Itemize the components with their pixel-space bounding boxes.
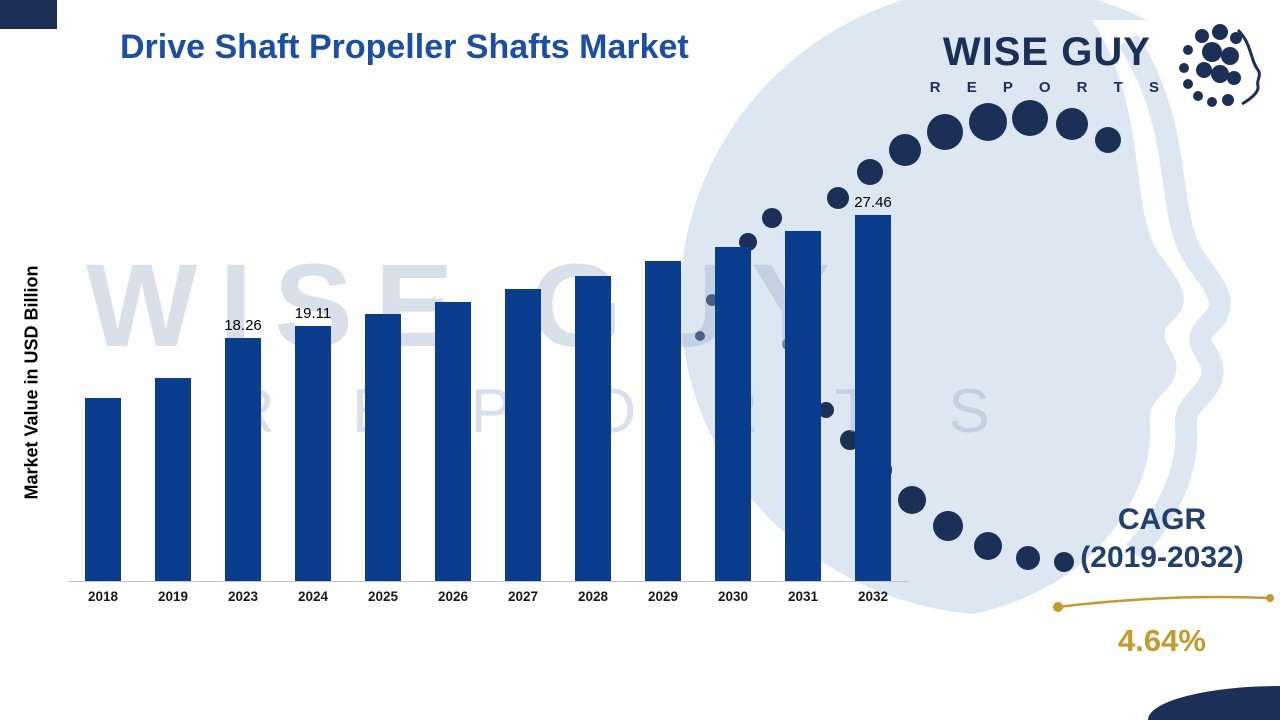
bar-value-label: 19.11 <box>294 305 332 322</box>
bar <box>505 289 541 581</box>
bar-column <box>348 293 418 581</box>
wise-guy-reports-logo: WISE GUY R E P O R T S <box>924 22 1264 114</box>
logo-face-icon <box>1179 24 1261 107</box>
logo-subtitle: R E P O R T S <box>929 79 1170 96</box>
x-axis-tick-label: 2028 <box>577 589 609 604</box>
bar <box>785 231 821 581</box>
bar-value-label: 27.46 <box>854 194 892 211</box>
x-axis-tick-label: 2031 <box>787 589 819 604</box>
x-axis-labels: 2018 2019 2023 2024 2025 2026 2027 2028 2029 2030… <box>68 589 908 604</box>
gold-divider-line <box>1053 594 1274 612</box>
cagr-label: CAGR <box>1117 503 1207 536</box>
bar-column <box>558 255 628 581</box>
x-axis-tick-label: 2026 <box>437 589 469 604</box>
bar-column <box>698 226 768 581</box>
x-axis-tick-label: 2029 <box>647 589 679 604</box>
plot-area: 18.26 19.11 27.46 <box>68 182 908 582</box>
cagr-panel: CAGR (2019-2032) 4.64% <box>1048 503 1276 659</box>
bar-value-label: 18.26 <box>224 317 262 334</box>
bar-column <box>68 377 138 581</box>
bar-column <box>418 281 488 581</box>
y-axis-label: Market Value in USD Billion <box>21 264 42 500</box>
bar <box>85 398 121 581</box>
bar-column: 19.11 <box>278 305 348 581</box>
x-axis-tick-label: 2032 <box>857 589 889 604</box>
bar <box>855 215 891 581</box>
logo-name: WISE GUY <box>942 30 1151 74</box>
cagr-range: (2019-2032) <box>1080 541 1244 574</box>
bar <box>365 314 401 581</box>
x-axis-tick-label: 2030 <box>717 589 749 604</box>
bar <box>645 261 681 581</box>
bar-column <box>768 210 838 581</box>
cagr-value: 4.64% <box>1118 623 1206 658</box>
x-axis-tick-label: 2023 <box>227 589 259 604</box>
bar <box>435 302 471 581</box>
bar-column: 27.46 <box>838 194 908 581</box>
x-axis-tick-label: 2027 <box>507 589 539 604</box>
halftone-dots <box>695 100 1121 572</box>
x-axis-tick-label: 2018 <box>87 589 119 604</box>
bar-column <box>138 357 208 581</box>
bar-column <box>628 240 698 581</box>
x-axis-tick-label: 2024 <box>297 589 329 604</box>
bar <box>225 338 261 581</box>
bar <box>575 276 611 581</box>
corner-accent-top-left <box>0 0 57 29</box>
x-axis-tick-label: 2025 <box>367 589 399 604</box>
bar-column: 18.26 <box>208 317 278 581</box>
bar-chart: 18.26 19.11 27.46 2018 2019 2023 2024 2025 2026… <box>68 182 908 604</box>
bar <box>295 326 331 581</box>
x-axis-tick-label: 2019 <box>157 589 189 604</box>
bar <box>155 378 191 581</box>
bar-column <box>488 268 558 581</box>
bar <box>715 247 751 581</box>
page-title: Drive Shaft Propeller Shafts Market <box>120 28 689 66</box>
